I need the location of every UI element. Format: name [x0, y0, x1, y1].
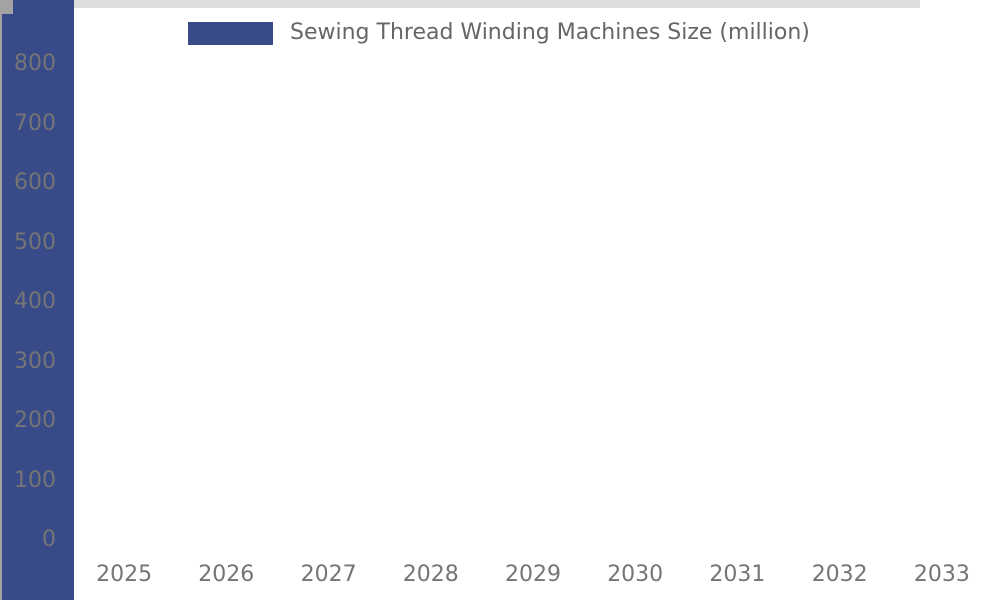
y-axis-tick-label: 700 [14, 110, 56, 136]
bar-value-label: 561 [307, 360, 350, 386]
x-axis-tick-label: 2028 [402, 562, 459, 587]
x-axis-tick-mark [0, 103, 2, 119]
x-axis-tick-mark [0, 28, 2, 44]
gridline-horizontal [0, 7, 920, 8]
y-axis-tick-mark [0, 9, 13, 11]
x-axis-tick-mark [0, 148, 2, 164]
y-axis-tick-label: 400 [14, 289, 56, 314]
bar-value-label: 594 [409, 350, 452, 376]
y-axis-tick-label: 200 [14, 408, 56, 433]
gridline-horizontal [0, 1, 920, 2]
gridline-horizontal [0, 3, 920, 4]
x-axis-tick-label: 2030 [607, 562, 664, 587]
y-axis-tick-mark [0, 7, 13, 9]
x-axis-tick-mark [0, 88, 2, 104]
bar-value-label: 629 [511, 339, 554, 365]
x-axis-tick-mark [0, 58, 2, 74]
y-axis-tick-label: 500 [14, 229, 56, 255]
y-axis-tick-mark [0, 3, 13, 5]
gridline-horizontal [0, 2, 920, 3]
x-axis-tick-label: 2032 [811, 562, 868, 587]
x-axis-tick-label: 2027 [300, 562, 357, 587]
legend-swatch [188, 21, 273, 45]
bar[interactable] [0, 297, 74, 600]
y-axis-tick-label: 0 [42, 527, 56, 552]
x-axis-tick-mark [0, 43, 2, 59]
axes-layer [0, 0, 13, 600]
bars-layer: 500 530 561 594 629 666 705 747 791 [0, 0, 963, 600]
x-axis-tick-label: 2031 [709, 562, 766, 587]
y-axis-tick-mark [0, 12, 13, 14]
y-axis-tick-mark [0, 10, 13, 12]
legend[interactable]: Sewing Thread Winding Machines Size (mil… [188, 19, 810, 47]
y-axis-tick-label: 100 [14, 467, 56, 493]
y-axis-tick-mark [0, 4, 13, 6]
x-axis-tick-label: 2025 [96, 562, 153, 587]
bar-value-label: 791 [920, 291, 963, 317]
y-axis-tick-mark [0, 0, 13, 2]
bar[interactable] [0, 0, 74, 298]
bar-value-label: 500 [103, 378, 146, 404]
y-axis-tick-mark [0, 6, 13, 8]
gridline-horizontal [0, 5, 920, 6]
x-axis-tick-mark [0, 118, 2, 134]
bar-value-label: 666 [614, 328, 657, 354]
gridline-horizontal [0, 4, 920, 5]
x-axis-tick-mark [0, 13, 2, 29]
gridline-horizontal [0, 6, 920, 7]
bar-value-label: 747 [818, 304, 861, 330]
x-axis-tick-label: 2029 [505, 562, 561, 587]
legend-label: Sewing Thread Winding Machines Size (mil… [290, 20, 810, 45]
y-axis-line [0, 163, 2, 600]
y-axis-tick-label: 800 [14, 51, 56, 76]
x-axis-tick-mark [0, 73, 2, 89]
bar-value-label: 705 [716, 317, 759, 343]
gridline-horizontal [0, 0, 920, 1]
x-axis-tick-label: 2026 [198, 562, 255, 587]
bar-value-label: 530 [205, 369, 248, 395]
y-axis-tick-label: 600 [14, 170, 56, 195]
y-axis-tick-label: 300 [14, 348, 56, 374]
y-axis-tick-mark [0, 1, 13, 3]
x-axis-tick-label: 2033 [913, 562, 970, 587]
x-axis-tick-mark [0, 133, 2, 149]
